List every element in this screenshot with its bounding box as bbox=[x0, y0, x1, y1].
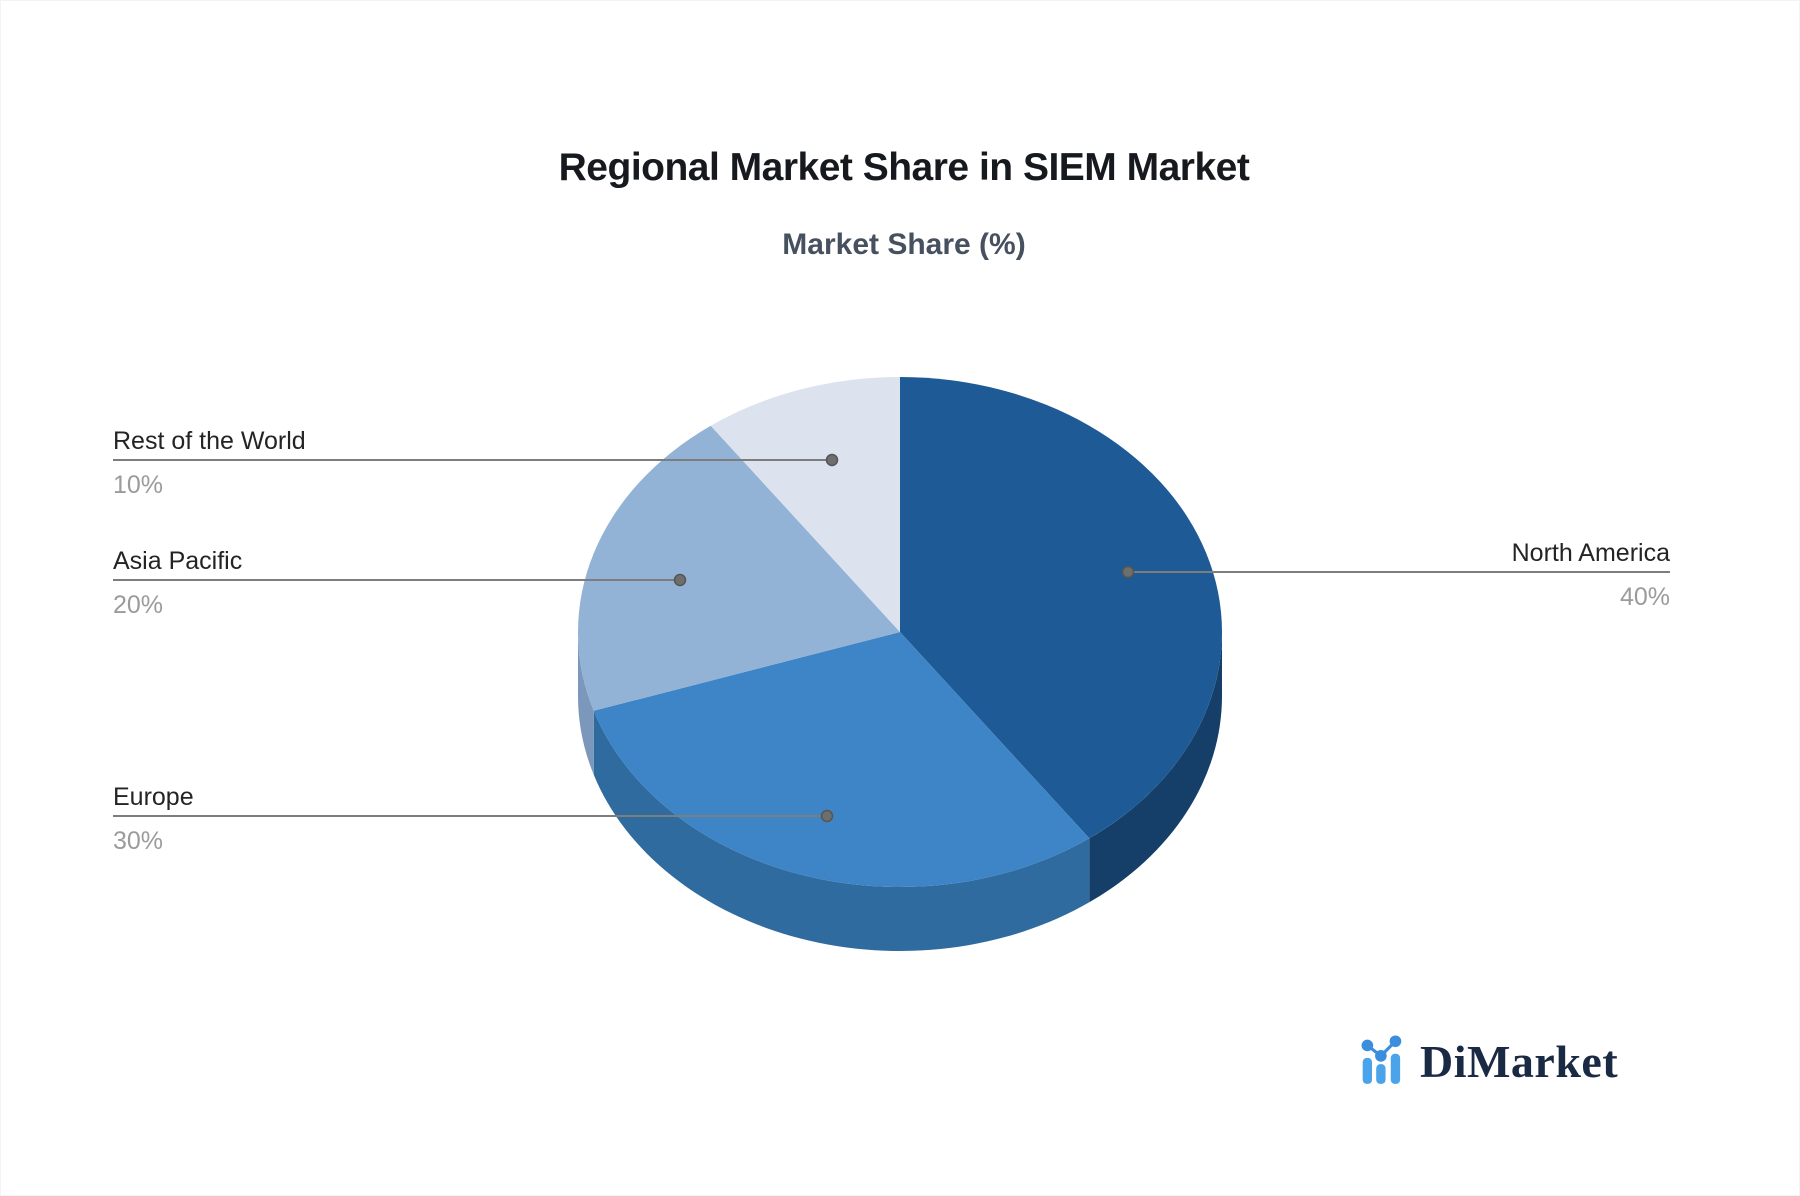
pie-slice-side-north-america bbox=[1089, 632, 1222, 903]
chart-title: Regional Market Share in SIEM Market bbox=[558, 146, 1250, 189]
pie-slice-side-asia-pacific bbox=[578, 632, 594, 775]
callout-value-rest-of-the-world: 10% bbox=[113, 471, 164, 499]
bar-chart-logo-icon bbox=[1361, 1035, 1402, 1084]
pie-slice-rest-of-the-world[interactable] bbox=[710, 377, 900, 632]
callout-value-north-america: 40% bbox=[1619, 583, 1670, 611]
chart-subtitle: Market Share (%) bbox=[782, 228, 1026, 261]
callout-dot-europe bbox=[820, 809, 834, 823]
callout-dot-north-america bbox=[1121, 565, 1135, 579]
pie-slice-asia-pacific[interactable] bbox=[578, 425, 900, 711]
pie-slice-side-europe bbox=[593, 710, 1090, 951]
callout-dot-asia-pacific bbox=[673, 573, 687, 587]
brand-logo: DiMarket bbox=[1360, 1034, 1618, 1088]
pie-slice-europe[interactable] bbox=[593, 632, 1090, 887]
callout-value-asia-pacific: 20% bbox=[113, 591, 164, 619]
callout-label-rest-of-the-world: Rest of the World bbox=[113, 427, 306, 455]
callout-label-asia-pacific: Asia Pacific bbox=[113, 547, 243, 575]
callout-label-north-america: North America bbox=[1511, 539, 1670, 567]
brand-name: DiMarket bbox=[1420, 1036, 1619, 1087]
callout-dot-rest-of-the-world bbox=[825, 453, 839, 467]
callout-value-europe: 30% bbox=[113, 827, 164, 855]
callout-label-europe: Europe bbox=[113, 783, 194, 811]
pie-slice-north-america[interactable] bbox=[900, 377, 1222, 839]
